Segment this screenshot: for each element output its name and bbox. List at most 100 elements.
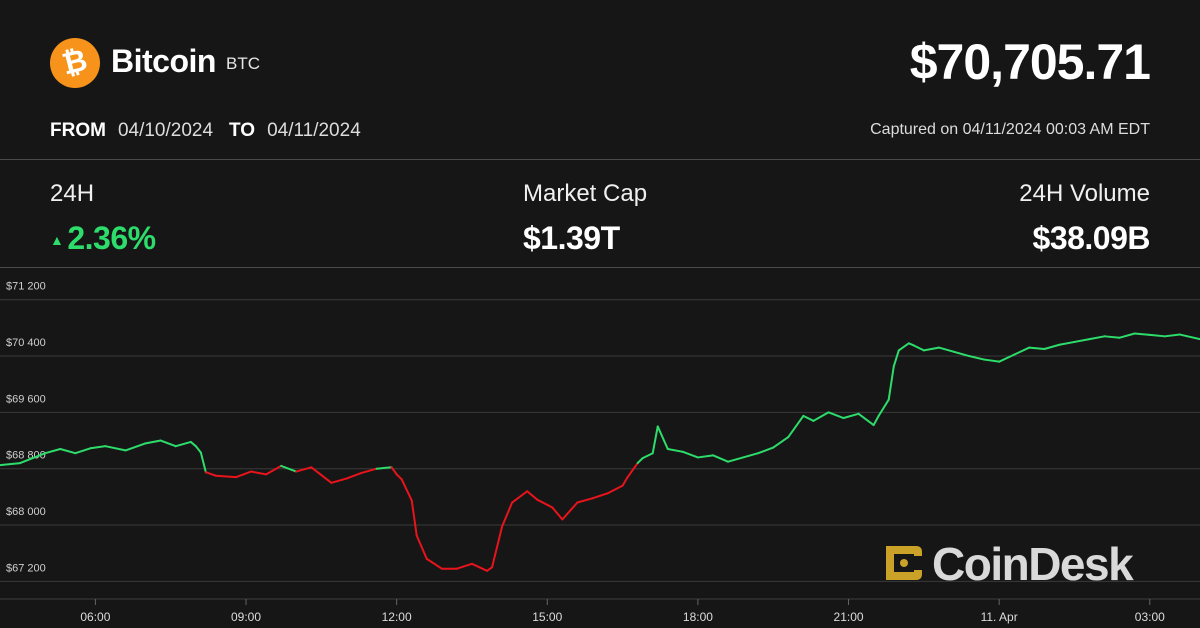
price-line-segment [526,490,539,501]
bitcoin-symbol: ₿ [59,43,91,82]
price-line-segment [998,353,1016,363]
price-line-segment [280,464,298,473]
y-tick-label: $68 000 [6,506,46,518]
coin-name: Bitcoin [111,43,216,79]
price-chart: $71 200 $70 400 $69 600 $68 800 $68 000 $67 2… [0,281,1200,624]
price-line-segment [561,501,579,521]
price-line-segment [501,501,514,528]
coindesk-watermark: CoinDesk [932,538,1134,590]
price-line-segment [415,534,428,560]
volume-24h-label: 24H Volume [1019,180,1150,207]
y-tick-label: $68 800 [6,450,46,462]
price-line-segment [636,457,644,465]
price-line-segment [551,506,564,521]
price-line-segment [1148,333,1166,338]
price-line-segment [19,452,47,465]
price-line-segment [912,344,925,352]
x-tick-label: 21:00 [834,610,864,624]
price-line-segment [591,492,609,500]
from-date: 04/10/2024 [117,120,214,141]
price-line-segment [1043,343,1061,350]
price-line-segment [1103,335,1121,339]
price-line-segment [425,557,443,570]
price-line-segment [651,425,659,455]
from-label: FROM [50,120,106,141]
price-line-segment [375,466,393,470]
divider-top [0,159,1200,160]
price-line-segment [1058,340,1076,346]
price-line-segment [877,398,890,417]
price-line-segment [1013,346,1031,356]
price-line-segment [144,439,162,445]
price-line-segment [234,470,253,479]
price-line-segment [536,498,554,509]
coindesk-logo-icon [886,546,922,580]
price-line-segment [1073,338,1091,343]
price-line-segment [410,499,418,537]
price-line-segment [486,566,494,572]
x-tick-label: 06:00 [80,610,110,624]
price-line-segment [576,497,594,504]
price-line-segment [59,447,77,455]
price-line-segment [174,440,192,448]
price-line-segment [872,414,880,427]
price-line-segment [199,451,207,474]
price-line-segment [641,452,654,460]
change-24h-text: 2.36% [67,220,156,256]
up-arrow-icon: ▲ [50,232,64,248]
price-line-segment [621,476,629,487]
price-line-segment [491,525,504,569]
price-line-segment [470,562,489,572]
price-line-segment [360,467,378,474]
captured-timestamp: Captured on 04/11/2024 00:03 AM EDT [870,121,1150,138]
change-24h-label: 24H [50,180,95,207]
price-line-segment [968,355,986,361]
y-tick-label: $67 200 [6,562,46,574]
to-label: TO [229,120,256,141]
price-line-segment [656,425,669,450]
price-line-segment [455,562,473,570]
price-line-segment [250,470,268,476]
date-range: FROM 04/10/2024 TO 04/11/2024 [50,120,377,142]
y-tick-label: $70 400 [6,337,46,349]
price-line-segment [265,464,283,476]
divider-bottom [0,267,1200,268]
x-tick-label: 11. Apr [981,610,1018,624]
price-line-segment [214,474,237,479]
to-date: 04/11/2024 [267,120,361,141]
price-line-segment [159,439,177,448]
price-line-segment [892,349,900,368]
market-cap-value: $1.39T [523,220,620,256]
price-line-segment [983,358,1001,363]
price-line-segment [295,466,313,473]
price-line-segment [74,447,92,455]
price-line-segment [757,446,775,455]
price-line-segment [606,484,624,495]
price-line-segment [189,440,197,448]
price-line-segment [711,454,730,463]
bitcoin-logo-icon: ₿ [50,38,100,88]
price-line-segment [194,445,202,454]
price-line-segment [802,414,815,422]
price-line-segment [887,365,895,401]
price-line-segment [681,450,699,459]
price-line-segment [857,412,875,427]
price-line-segment [345,471,363,480]
price-line-segment [1088,335,1106,341]
price-line-segment [395,473,403,481]
price-line-segment [400,478,413,502]
price-line-segment [742,452,760,459]
price-line-segment [1133,332,1151,336]
price-line-segment [626,462,639,479]
price-line-segment [727,456,745,463]
price-line-segment [827,411,845,420]
market-cap-label: Market Cap [523,180,648,207]
volume-24h-value: $38.09B [1032,220,1151,256]
x-tick-label: 03:00 [1135,610,1165,624]
price-line-segment [204,471,217,477]
x-tick-label: 09:00 [231,610,261,624]
x-tick-label: 12:00 [382,610,412,624]
current-price: $70,705.71 [909,34,1151,90]
price-line-segment [310,466,333,484]
price-line-segment [937,346,955,353]
